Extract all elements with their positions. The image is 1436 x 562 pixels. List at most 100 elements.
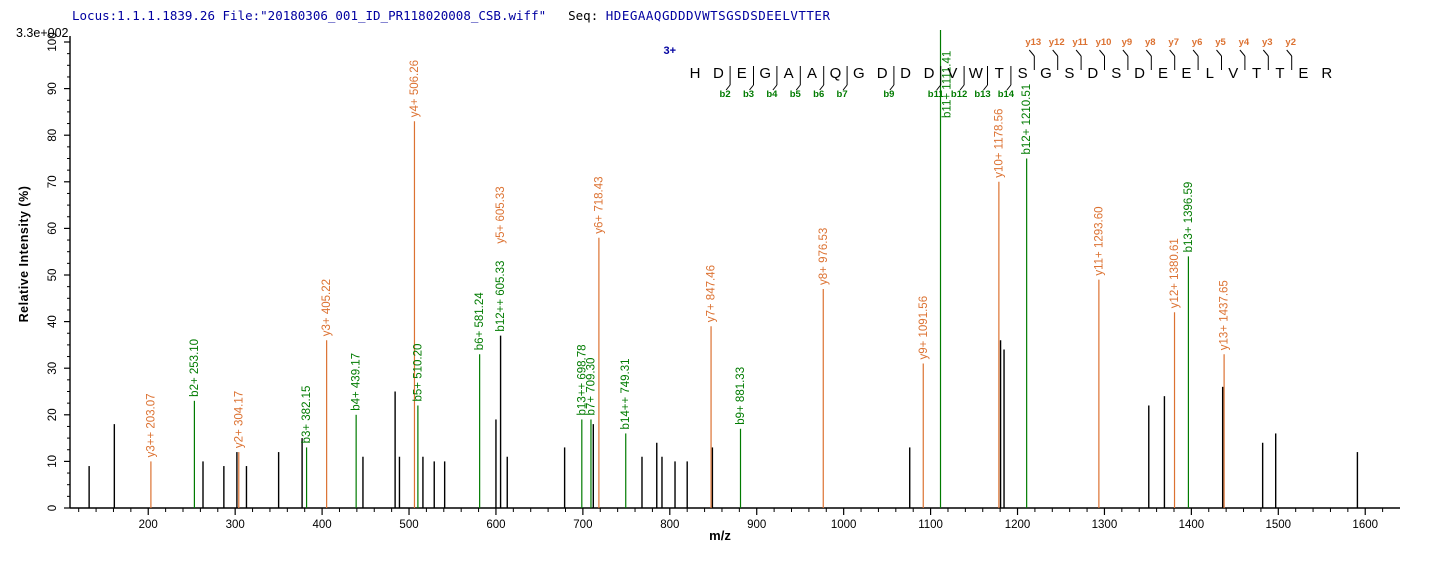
residue-letter: V: [1228, 65, 1238, 82]
y-fragment-divider-hook: [1169, 49, 1176, 57]
peak-label: y3+ 405.22: [321, 279, 333, 336]
x-tick-label: 200: [139, 519, 158, 531]
residue-letter: S: [1111, 65, 1121, 82]
y-fragment-divider-hook: [1286, 49, 1293, 57]
peak-label: b13++ 698.78: [576, 344, 588, 415]
b-ion-marker: b9: [883, 89, 894, 100]
residue-letter: G: [1040, 65, 1052, 82]
residue-letter: D: [924, 65, 935, 82]
y-ion-marker: y10: [1096, 37, 1112, 48]
x-tick-label: 1300: [1092, 519, 1118, 531]
residue-letter: T: [1252, 65, 1261, 82]
b-ion-marker: b13: [974, 89, 990, 100]
peak-label: y7+ 847.46: [706, 265, 718, 322]
x-tick-label: 1400: [1179, 519, 1205, 531]
residue-letter: L: [1206, 65, 1214, 82]
b-ion-marker: b3: [743, 89, 754, 100]
residue-letter: E: [737, 65, 747, 82]
max-intensity-label: 3.3e+002: [16, 26, 69, 40]
precursor-charge-label: 3+: [663, 45, 676, 57]
y-tick-label: 0: [47, 505, 59, 511]
y-fragment-divider-hook: [1192, 49, 1199, 57]
b-fragment-divider-foot: [725, 84, 731, 91]
residue-letter: A: [807, 65, 817, 82]
peak-label: y5+ 605.33: [495, 186, 507, 243]
x-tick-label: 1200: [1005, 519, 1031, 531]
peak-label: y12+ 1380.61: [1169, 238, 1181, 308]
x-tick-label: 600: [486, 519, 505, 531]
y-ion-marker: y3: [1262, 37, 1273, 48]
x-tick-label: 1100: [918, 519, 943, 531]
b-fragment-divider-foot: [1006, 84, 1012, 91]
residue-letter: T: [995, 65, 1004, 82]
peak-label: y2+ 304.17: [233, 391, 245, 448]
b-fragment-divider-foot: [983, 84, 988, 91]
x-tick-label: 1600: [1352, 519, 1378, 531]
b-ion-marker: b5: [790, 89, 802, 100]
y-ion-marker: y5: [1215, 37, 1226, 48]
y-fragment-divider-hook: [1099, 49, 1105, 57]
residue-letter: R: [1321, 65, 1332, 82]
y-fragment-divider-hook: [1216, 49, 1222, 57]
x-tick-label: 900: [747, 519, 766, 531]
residue-letter: H: [690, 65, 701, 82]
y-tick-label: 80: [47, 129, 59, 142]
y-fragment-divider-hook: [1262, 49, 1269, 57]
y-ion-marker: y2: [1285, 37, 1296, 48]
x-tick-label: 1500: [1266, 519, 1292, 531]
peak-label: y6+ 718.43: [593, 176, 605, 233]
peak-label: b4+ 439.17: [351, 353, 363, 411]
x-tick-label: 400: [312, 519, 331, 531]
b-fragment-divider-foot: [772, 84, 778, 91]
b-ion-marker: b2: [720, 89, 731, 100]
peak-label: b6+ 581.24: [474, 292, 486, 350]
residue-letter: T: [1275, 65, 1284, 82]
residue-letter: Q: [830, 65, 842, 82]
y-tick-label: 30: [47, 362, 59, 375]
y-fragment-divider-hook: [1239, 49, 1246, 57]
x-tick-label: 300: [226, 519, 245, 531]
x-tick-label: 800: [660, 519, 679, 531]
b-fragment-divider-foot: [936, 84, 942, 91]
y-ion-marker: y7: [1168, 37, 1179, 48]
y-fragment-divider-hook: [1145, 49, 1152, 57]
x-axis-title: m/z: [709, 528, 731, 543]
peak-label: b9+ 881.33: [735, 367, 747, 425]
b-fragment-divider-foot: [819, 84, 825, 91]
peak-label: y3++ 203.07: [145, 393, 157, 457]
y-tick-label: 50: [47, 269, 59, 282]
peak-label: y8+ 976.53: [818, 228, 830, 285]
b-ion-marker: b6: [813, 89, 824, 100]
residue-letter: E: [1298, 65, 1308, 82]
peak-label: b2+ 253.10: [189, 339, 201, 397]
residue-letter: S: [1064, 65, 1074, 82]
y-ion-marker: y6: [1192, 37, 1203, 48]
y-fragment-divider-hook: [1028, 49, 1035, 57]
residue-letter: S: [1018, 65, 1028, 82]
y-ion-marker: y13: [1025, 37, 1041, 48]
seq-label: Seq:: [568, 8, 599, 23]
peak-label: b3+ 382.15: [301, 386, 313, 444]
x-tick-label: 700: [573, 519, 592, 531]
residue-letter: D: [713, 65, 724, 82]
peak-label: b11+ 1111.41: [942, 51, 954, 118]
b-fragment-divider-foot: [889, 84, 895, 91]
residue-letter: G: [853, 65, 865, 82]
y-tick-label: 60: [47, 222, 59, 235]
residue-letter: V: [947, 65, 957, 82]
residue-letter: D: [877, 65, 888, 82]
peak-label: y10+ 1178.56: [993, 109, 1005, 178]
y-tick-label: 20: [47, 408, 59, 421]
x-tick-label: 500: [399, 519, 418, 531]
peak-label: b12+ 1210.51: [1021, 84, 1033, 155]
peak-label: y9+ 1091.56: [918, 296, 930, 360]
x-tick-label: 1000: [831, 519, 857, 531]
b-fragment-divider-foot: [959, 84, 965, 91]
y-ion-marker: y12: [1049, 37, 1065, 48]
b-fragment-divider-foot: [842, 84, 848, 91]
y-fragment-divider-hook: [1075, 49, 1082, 57]
residue-letter: E: [1181, 65, 1191, 82]
locus-file-text: Locus:1.1.1.1839.26 File:"20180306_001_I…: [72, 8, 547, 23]
b-ion-marker: b11: [928, 89, 945, 100]
